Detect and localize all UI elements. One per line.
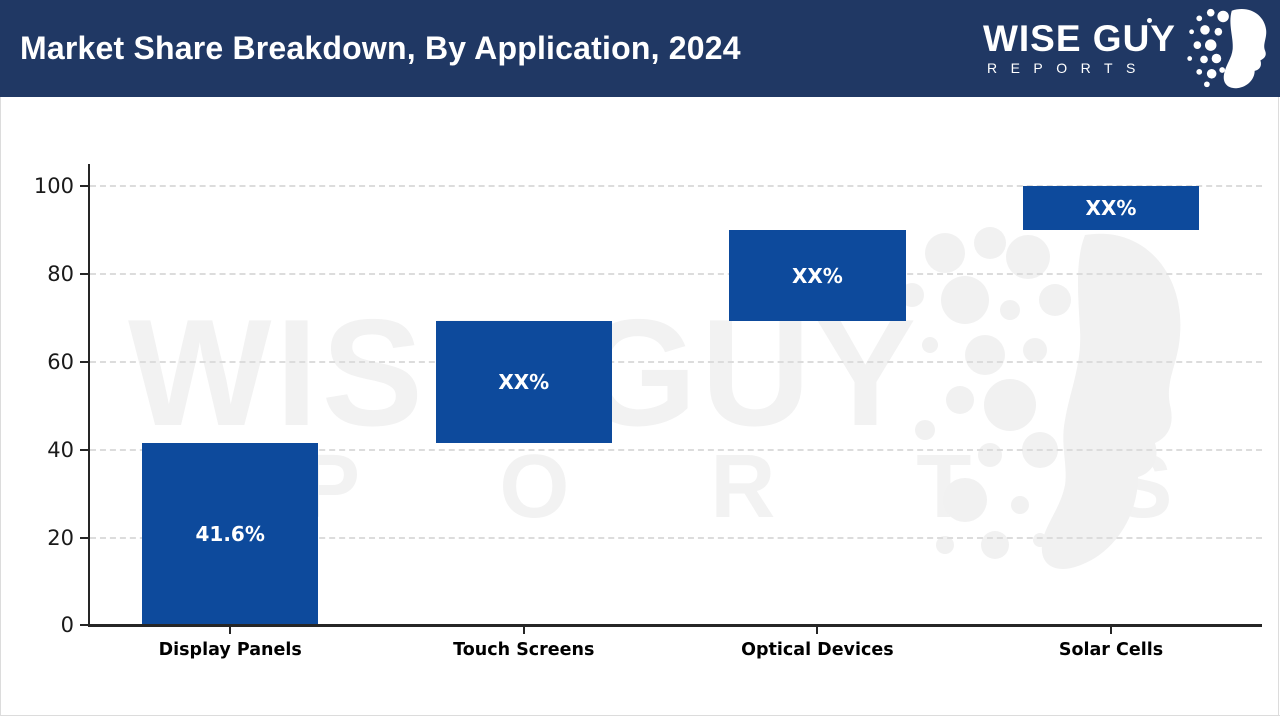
gridline-60 [90,360,1262,363]
wise-guy-reports-logo: WISE GUY REPORTS [983,5,1274,91]
x-axis-tick-0 [229,627,232,634]
x-axis-tick-3 [1110,627,1112,634]
x-axis-category-label: Touch Screens [453,640,595,660]
y-axis-tick-label-40: 40 [47,437,74,462]
logo-wordmark: WISE GUY [982,18,1176,59]
figure-border-right [1278,97,1279,716]
y-axis-tick-label-100: 100 [33,174,74,199]
watermark-dotted-head-icon [900,227,1181,569]
bar-value-label: XX% [791,263,843,288]
bar-value-label: 41.6% [195,522,265,546]
figure-border-bottom [0,715,1280,716]
bar-value-label: XX% [498,369,550,394]
y-axis-tick-0 [80,624,88,627]
y-axis-tick-60 [80,360,88,363]
x-axis-line [88,624,1262,627]
x-axis-category-label: Solar Cells [1058,640,1164,660]
header-bar: Market Share Breakdown, By Application, … [0,0,1280,97]
bar-value-label: XX% [1085,196,1137,220]
y-axis-tick-label-80: 80 [47,261,74,286]
y-axis-tick-40 [80,448,88,451]
x-axis-tick-2 [816,627,819,634]
bar-display-panels: 41.6% [141,442,319,626]
y-axis-tick-label-20: 20 [47,525,74,550]
bar-solar-cells: XX% [1022,186,1200,230]
gridline-80 [90,272,1262,275]
bar-touch-screens: XX% [435,321,613,443]
gridline-100 [90,185,1262,188]
logo-head-profile-icon [1187,8,1267,89]
logo-subtitle: REPORTS [986,60,1149,76]
y-axis-tick-20 [80,536,88,539]
y-axis-tick-100 [80,185,88,188]
figure-border-left [0,97,1,716]
x-axis-category-label: Display Panels [158,640,302,660]
x-axis-tick-1 [522,627,525,634]
logo-dot [1147,18,1152,23]
x-axis-category-label: Optical Devices [741,640,894,660]
bar-optical-devices: XX% [729,229,906,322]
page-title: Market Share Breakdown, By Application, … [20,30,741,66]
y-axis-tick-label-60: 60 [47,349,74,374]
y-axis-tick-80 [80,272,88,275]
gridline-20 [90,536,1262,539]
gridline-40 [90,448,1262,451]
y-axis-line [88,164,90,626]
y-axis-tick-label-0: 0 [60,613,74,638]
